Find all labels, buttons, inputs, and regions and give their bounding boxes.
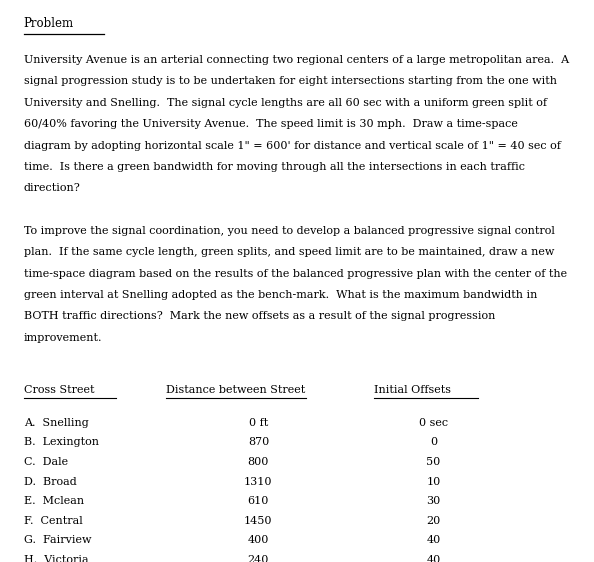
Text: BOTH traffic directions?  Mark the new offsets as a result of the signal progres: BOTH traffic directions? Mark the new of… [24, 311, 495, 321]
Text: To improve the signal coordination, you need to develop a balanced progressive s: To improve the signal coordination, you … [24, 226, 555, 236]
Text: signal progression study is to be undertaken for eight intersections starting fr: signal progression study is to be undert… [24, 76, 557, 87]
Text: 50: 50 [426, 457, 441, 467]
Text: 610: 610 [248, 496, 269, 506]
Text: 10: 10 [426, 477, 441, 487]
Text: 1450: 1450 [244, 516, 273, 526]
Text: G.  Fairview: G. Fairview [24, 536, 91, 546]
Text: 60/40% favoring the University Avenue.  The speed limit is 30 mph.  Draw a time-: 60/40% favoring the University Avenue. T… [24, 119, 517, 129]
Text: improvement.: improvement. [24, 333, 102, 343]
Text: C.  Dale: C. Dale [24, 457, 68, 467]
Text: E.  Mclean: E. Mclean [24, 496, 84, 506]
Text: 30: 30 [426, 496, 441, 506]
Text: University Avenue is an arterial connecting two regional centers of a large metr: University Avenue is an arterial connect… [24, 55, 569, 65]
Text: green interval at Snelling adopted as the bench-mark.  What is the maximum bandw: green interval at Snelling adopted as th… [24, 290, 537, 300]
Text: diagram by adopting horizontal scale 1" = 600' for distance and vertical scale o: diagram by adopting horizontal scale 1" … [24, 140, 561, 151]
Text: 1310: 1310 [244, 477, 273, 487]
Text: 40: 40 [426, 555, 441, 562]
Text: time.  Is there a green bandwidth for moving through all the intersections in ea: time. Is there a green bandwidth for mov… [24, 162, 525, 172]
Text: plan.  If the same cycle length, green splits, and speed limit are to be maintai: plan. If the same cycle length, green sp… [24, 247, 554, 257]
Text: Problem: Problem [24, 17, 74, 30]
Text: F.  Central: F. Central [24, 516, 83, 526]
Text: 0 ft: 0 ft [249, 418, 268, 428]
Text: 20: 20 [426, 516, 441, 526]
Text: time-space diagram based on the results of the balanced progressive plan with th: time-space diagram based on the results … [24, 269, 567, 279]
Text: 400: 400 [248, 536, 269, 546]
Text: 240: 240 [248, 555, 269, 562]
Text: 0 sec: 0 sec [419, 418, 448, 428]
Text: Distance between Street: Distance between Street [166, 385, 305, 395]
Text: University and Snelling.  The signal cycle lengths are all 60 sec with a uniform: University and Snelling. The signal cycl… [24, 98, 546, 108]
Text: direction?: direction? [24, 183, 81, 193]
Text: 40: 40 [426, 536, 441, 546]
Text: H.  Victoria: H. Victoria [24, 555, 89, 562]
Text: Initial Offsets: Initial Offsets [374, 385, 451, 395]
Text: B.  Lexington: B. Lexington [24, 437, 99, 447]
Text: D.  Broad: D. Broad [24, 477, 77, 487]
Text: 0: 0 [430, 437, 437, 447]
Text: Cross Street: Cross Street [24, 385, 94, 395]
Text: 870: 870 [248, 437, 269, 447]
Text: A.  Snelling: A. Snelling [24, 418, 89, 428]
Text: 800: 800 [248, 457, 269, 467]
